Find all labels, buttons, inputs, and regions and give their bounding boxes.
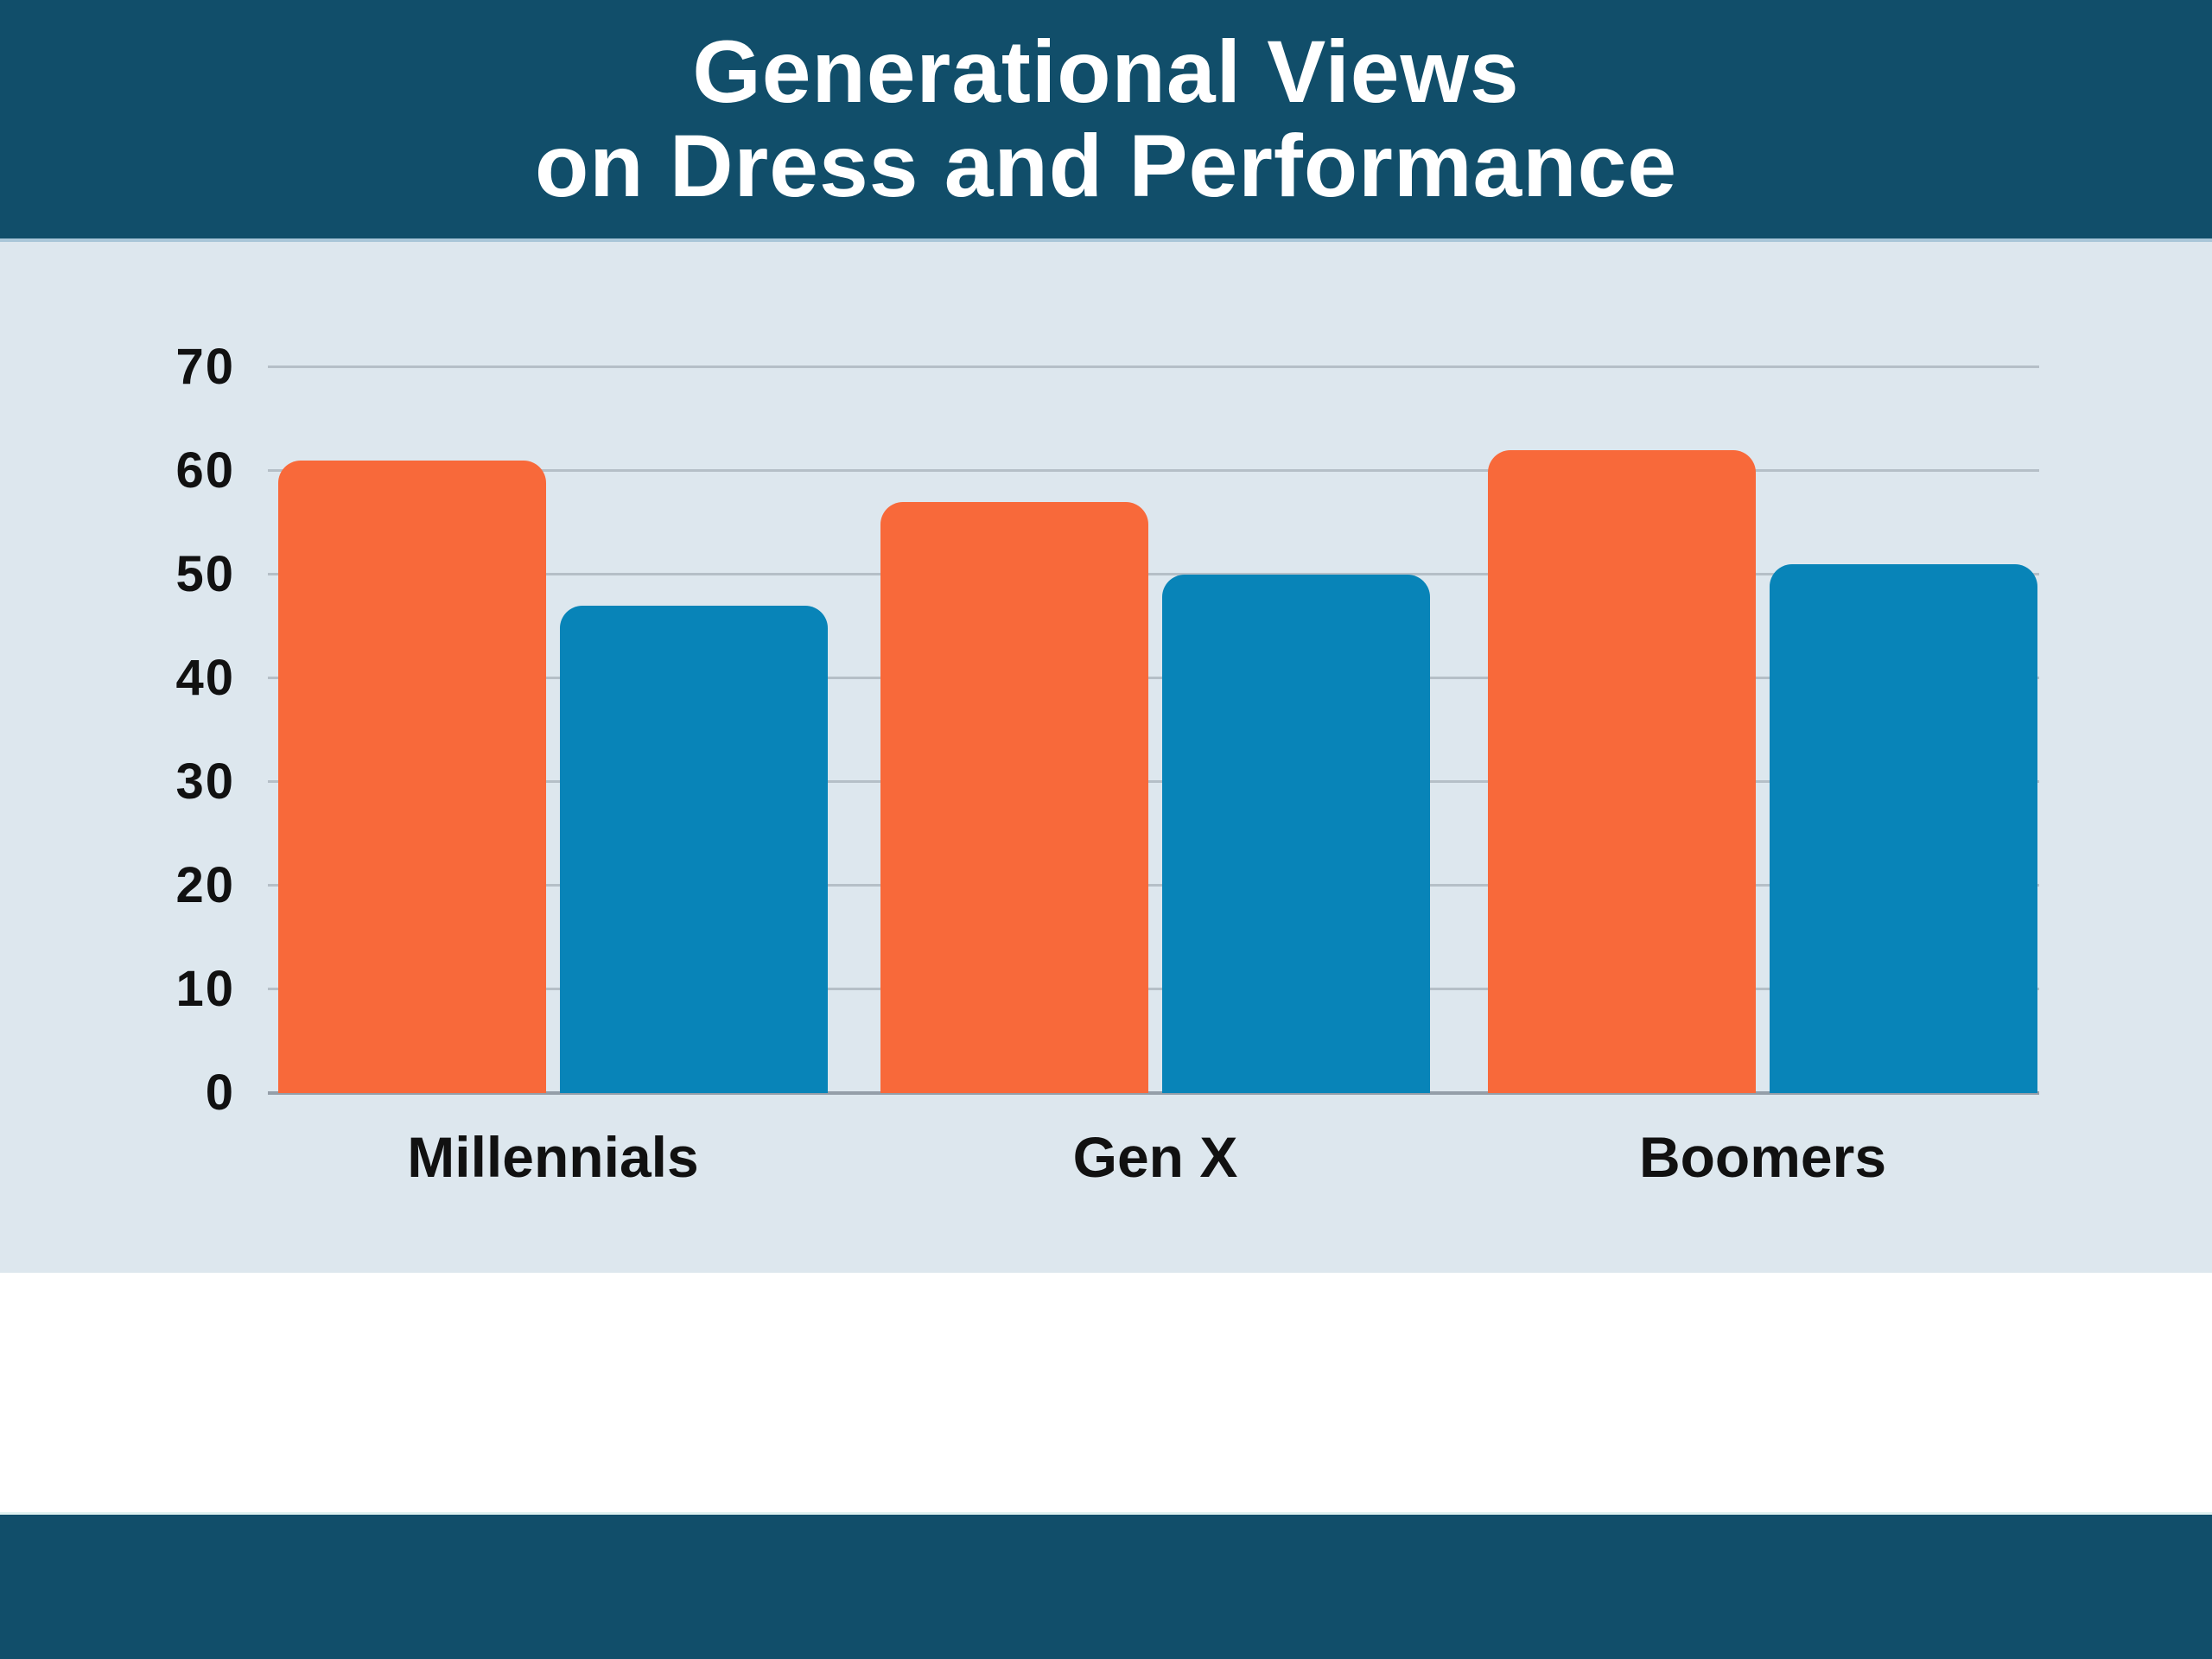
footer-bar <box>0 1512 2212 1659</box>
bar-boomers-series-1 <box>1770 564 2037 1093</box>
chart-title-line-2: on Dress and Performance <box>534 117 1678 215</box>
legend-band: Dressing up can support productivity. Ap… <box>0 1273 2212 1512</box>
x-axis-line <box>268 1091 2039 1095</box>
header-banner: Generational Views on Dress and Performa… <box>0 0 2212 242</box>
chart-title-line-1: Generational Views <box>692 22 1520 121</box>
gridline-50 <box>268 573 2039 575</box>
y-tick-label-30: 30 <box>175 753 235 810</box>
y-tick-label-0: 0 <box>205 1065 235 1121</box>
gridline-20 <box>268 884 2039 887</box>
x-category-label-boomers: Boomers <box>1638 1125 1887 1189</box>
gridline-40 <box>268 677 2039 679</box>
y-tick-label-50: 50 <box>175 546 235 602</box>
bar-millennials-series-0 <box>278 461 546 1093</box>
bar-gen-x-series-0 <box>880 502 1148 1093</box>
x-category-label-millennials: Millennials <box>407 1125 699 1189</box>
bar-millennials-series-1 <box>560 606 828 1093</box>
y-tick-label-40: 40 <box>175 650 235 706</box>
gridline-60 <box>268 469 2039 472</box>
y-tick-label-10: 10 <box>175 961 235 1017</box>
gridline-10 <box>268 988 2039 990</box>
gridline-70 <box>268 365 2039 368</box>
y-tick-label-20: 20 <box>175 857 235 913</box>
x-category-label-gen-x: Gen X <box>1072 1125 1238 1189</box>
bar-gen-x-series-1 <box>1162 575 1430 1093</box>
bar-boomers-series-0 <box>1488 450 1756 1093</box>
y-tick-label-60: 60 <box>175 442 235 499</box>
y-tick-label-70: 70 <box>175 339 235 395</box>
gridline-30 <box>268 780 2039 783</box>
